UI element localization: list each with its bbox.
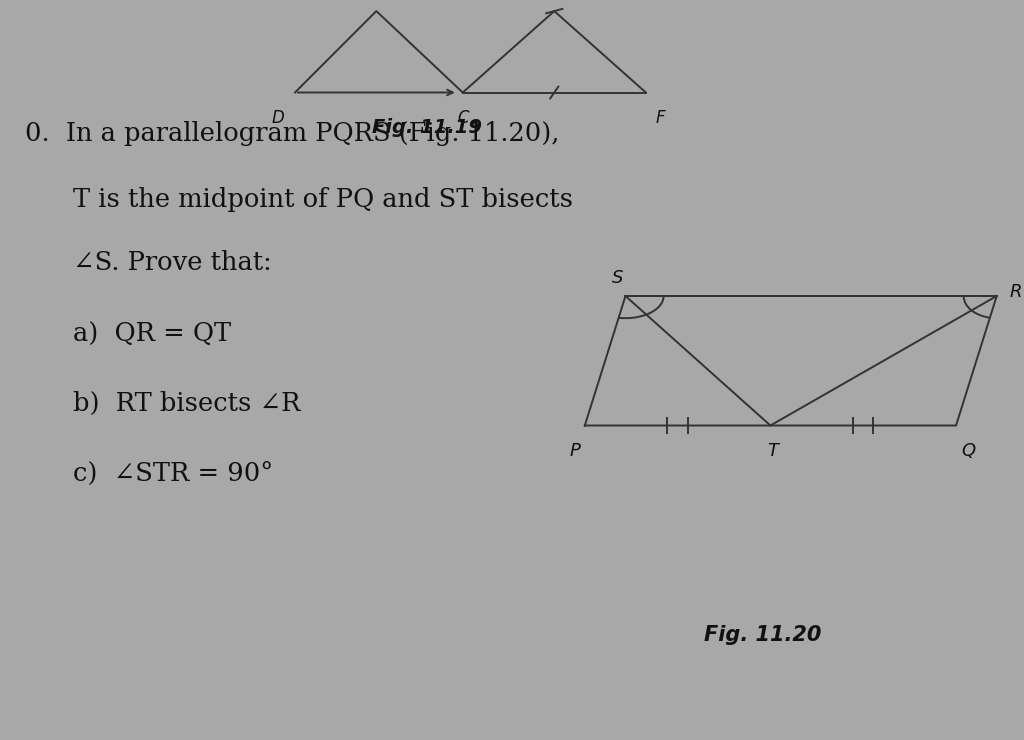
- Text: P: P: [569, 442, 580, 460]
- Text: T is the midpoint of PQ and ST bisects: T is the midpoint of PQ and ST bisects: [74, 187, 573, 212]
- Text: ∠S. Prove that:: ∠S. Prove that:: [74, 250, 272, 275]
- Text: Fig. 11.19: Fig. 11.19: [372, 118, 482, 138]
- Text: C: C: [457, 109, 469, 127]
- Text: F: F: [656, 109, 666, 127]
- Text: 0.  In a parallelogram PQRS (Fig. 11.20),: 0. In a parallelogram PQRS (Fig. 11.20),: [26, 121, 560, 146]
- Text: R: R: [1010, 283, 1022, 301]
- Text: a)  QR = QT: a) QR = QT: [74, 322, 231, 347]
- Text: S: S: [611, 269, 623, 287]
- Text: Fig. 11.20: Fig. 11.20: [705, 625, 821, 645]
- Text: c)  ∠STR = 90°: c) ∠STR = 90°: [74, 461, 273, 486]
- Text: T: T: [767, 442, 778, 460]
- Text: D: D: [272, 109, 285, 127]
- Text: b)  RT bisects ∠R: b) RT bisects ∠R: [74, 391, 301, 416]
- Text: Q: Q: [962, 442, 975, 460]
